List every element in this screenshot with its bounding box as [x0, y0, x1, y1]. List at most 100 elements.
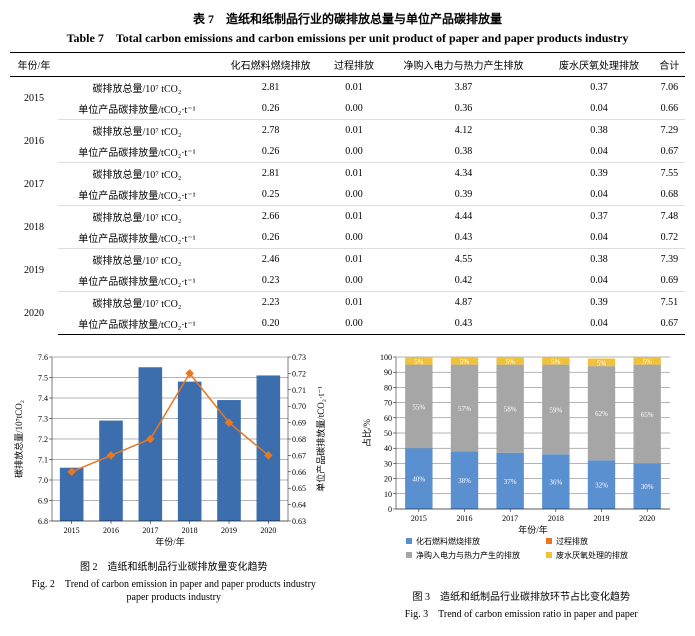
svg-text:0.66: 0.66	[292, 468, 306, 477]
chart1-caption-cn: 图 2 造纸和纸制品行业碳排放量变化趋势	[10, 558, 338, 573]
svg-text:年份/年: 年份/年	[155, 536, 185, 547]
table-title-cn: 表 7 造纸和纸制品行业的碳排放总量与单位产品碳排放量	[10, 10, 685, 27]
data-cell: 0.67	[654, 141, 685, 163]
data-cell: 0.72	[654, 227, 685, 249]
table-row: 2016碳排放总量/10⁷ tCO₂2.780.014.120.387.29	[10, 120, 685, 142]
data-cell: 0.26	[216, 98, 325, 120]
svg-text:净购入电力与热力产生的排放: 净购入电力与热力产生的排放	[416, 550, 520, 560]
data-cell: 7.39	[654, 249, 685, 271]
data-cell: 7.29	[654, 120, 685, 142]
data-cell: 2.78	[216, 120, 325, 142]
svg-text:0.69: 0.69	[292, 419, 306, 428]
data-cell: 0.04	[544, 313, 653, 335]
data-cell: 0.04	[544, 141, 653, 163]
table-row: 单位产品碳排放量/tCO₂·t⁻¹0.250.000.390.040.68	[10, 184, 685, 206]
row-label: 单位产品碳排放量/tCO₂·t⁻¹	[58, 313, 216, 335]
row-label: 单位产品碳排放量/tCO₂·t⁻¹	[58, 184, 216, 206]
svg-text:7.1: 7.1	[38, 456, 48, 465]
svg-text:50: 50	[384, 429, 392, 438]
data-cell: 0.36	[383, 98, 545, 120]
data-cell: 7.06	[654, 77, 685, 99]
data-cell: 0.39	[544, 163, 653, 185]
svg-text:0.72: 0.72	[292, 369, 306, 378]
svg-text:2016: 2016	[103, 526, 119, 535]
svg-text:62%: 62%	[595, 410, 608, 418]
data-cell: 4.44	[383, 206, 545, 228]
svg-text:2018: 2018	[182, 526, 198, 535]
row-label: 碳排放总量/10⁷ tCO₂	[58, 120, 216, 142]
data-cell: 0.01	[325, 249, 382, 271]
svg-text:5%: 5%	[642, 358, 652, 366]
svg-text:59%: 59%	[549, 406, 562, 414]
data-cell: 0.00	[325, 98, 382, 120]
svg-text:36%: 36%	[549, 479, 562, 487]
year-cell: 2019	[10, 249, 58, 292]
data-cell: 0.68	[654, 184, 685, 206]
svg-text:废水厌氧处理的排放: 废水厌氧处理的排放	[556, 550, 628, 560]
svg-text:20: 20	[384, 475, 392, 484]
svg-text:2019: 2019	[593, 514, 609, 523]
svg-text:单位产品碳排放量/tCO₂·t⁻¹: 单位产品碳排放量/tCO₂·t⁻¹	[315, 386, 326, 492]
svg-text:7.6: 7.6	[38, 353, 48, 362]
svg-text:2020: 2020	[639, 514, 655, 523]
table-row: 单位产品碳排放量/tCO₂·t⁻¹0.200.000.430.040.67	[10, 313, 685, 335]
data-cell: 0.00	[325, 184, 382, 206]
svg-text:30: 30	[384, 459, 392, 468]
svg-text:0.73: 0.73	[292, 353, 306, 362]
svg-text:0.68: 0.68	[292, 435, 306, 444]
data-cell: 0.42	[383, 270, 545, 292]
data-cell: 2.81	[216, 77, 325, 99]
data-cell: 0.37	[544, 206, 653, 228]
data-cell: 0.43	[383, 227, 545, 249]
svg-text:6.8: 6.8	[38, 517, 48, 526]
data-cell: 0.69	[654, 270, 685, 292]
svg-text:0.70: 0.70	[292, 402, 306, 411]
data-cell: 7.51	[654, 292, 685, 314]
year-cell: 2015	[10, 77, 58, 120]
data-cell: 0.00	[325, 313, 382, 335]
svg-text:7.0: 7.0	[38, 476, 48, 485]
data-cell: 0.26	[216, 227, 325, 249]
table-row: 2020碳排放总量/10⁷ tCO₂2.230.014.870.397.51	[10, 292, 685, 314]
svg-text:2018: 2018	[547, 514, 563, 523]
year-cell: 2016	[10, 120, 58, 163]
table-header-cell	[58, 53, 216, 77]
svg-text:2017: 2017	[502, 514, 518, 523]
table-row: 2015碳排放总量/10⁷ tCO₂2.810.013.870.377.06	[10, 77, 685, 99]
svg-text:0.67: 0.67	[292, 451, 306, 460]
svg-text:60: 60	[384, 414, 392, 423]
table-header-cell: 废水厌氧处理排放	[544, 53, 653, 77]
table-row: 2018碳排放总量/10⁷ tCO₂2.660.014.440.377.48	[10, 206, 685, 228]
svg-text:57%: 57%	[458, 405, 471, 413]
svg-text:10: 10	[384, 490, 392, 499]
table-row: 单位产品碳排放量/tCO₂·t⁻¹0.260.000.360.040.66	[10, 98, 685, 120]
svg-text:65%: 65%	[640, 411, 653, 419]
data-cell: 0.38	[544, 120, 653, 142]
svg-text:6.9: 6.9	[38, 497, 48, 506]
data-cell: 0.01	[325, 120, 382, 142]
data-cell: 7.55	[654, 163, 685, 185]
row-label: 单位产品碳排放量/tCO₂·t⁻¹	[58, 98, 216, 120]
svg-text:7.4: 7.4	[38, 394, 48, 403]
svg-text:40: 40	[384, 444, 392, 453]
data-cell: 0.04	[544, 227, 653, 249]
table-row: 单位产品碳排放量/tCO₂·t⁻¹0.260.000.430.040.72	[10, 227, 685, 249]
year-cell: 2020	[10, 292, 58, 335]
svg-text:38%: 38%	[458, 477, 471, 485]
data-cell: 0.43	[383, 313, 545, 335]
svg-text:2019: 2019	[221, 526, 237, 535]
table-row: 2019碳排放总量/10⁷ tCO₂2.460.014.550.387.39	[10, 249, 685, 271]
svg-text:碳排放总量/10⁷tCO₂: 碳排放总量/10⁷tCO₂	[13, 400, 24, 478]
svg-text:5%: 5%	[505, 358, 515, 366]
svg-text:0.65: 0.65	[292, 484, 306, 493]
data-cell: 3.87	[383, 77, 545, 99]
data-cell: 0.39	[383, 184, 545, 206]
svg-text:30%: 30%	[640, 483, 653, 491]
row-label: 碳排放总量/10⁷ tCO₂	[58, 292, 216, 314]
data-cell: 0.00	[325, 270, 382, 292]
data-cell: 0.39	[544, 292, 653, 314]
svg-text:2016: 2016	[456, 514, 472, 523]
data-cell: 0.01	[325, 292, 382, 314]
data-cell: 4.34	[383, 163, 545, 185]
chart-1: 6.86.97.07.17.27.37.47.57.60.630.640.650…	[10, 349, 338, 620]
